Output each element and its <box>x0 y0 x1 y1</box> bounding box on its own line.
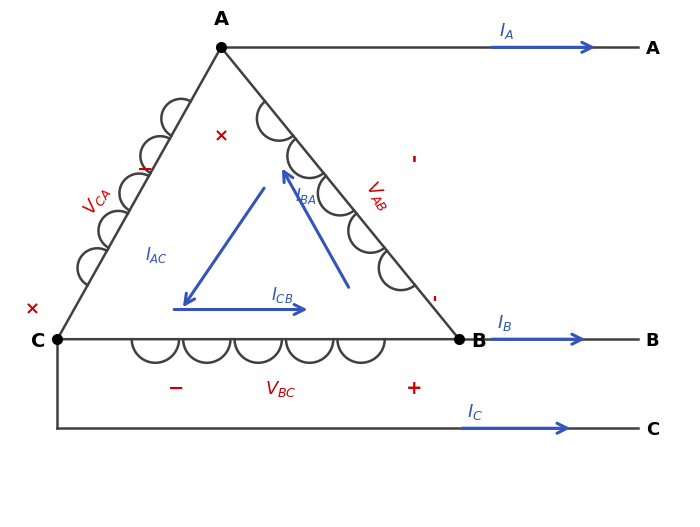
Text: $V_{AB}$: $V_{AB}$ <box>360 178 395 214</box>
Text: −: − <box>136 160 153 179</box>
Text: $I_{AC}$: $I_{AC}$ <box>145 245 168 265</box>
Text: $I_{BA}$: $I_{BA}$ <box>295 186 318 206</box>
Text: ×: × <box>25 300 40 318</box>
Text: C: C <box>31 331 46 350</box>
Text: C: C <box>645 421 659 439</box>
Text: B: B <box>471 331 486 350</box>
Text: $V_{BC}$: $V_{BC}$ <box>265 379 296 398</box>
Text: $I_{CB}$: $I_{CB}$ <box>271 285 293 305</box>
Text: −: − <box>168 379 185 398</box>
Text: +: + <box>406 379 423 398</box>
Text: ×: × <box>214 128 229 145</box>
Text: A: A <box>214 11 229 30</box>
Text: $I_C$: $I_C$ <box>467 403 483 423</box>
Text: B: B <box>645 332 659 350</box>
Text: $I_B$: $I_B$ <box>497 314 512 334</box>
Text: ': ' <box>431 295 438 314</box>
Text: ': ' <box>411 156 418 176</box>
Text: $V_{CA}$: $V_{CA}$ <box>80 182 114 219</box>
Text: A: A <box>645 40 659 58</box>
Text: $I_A$: $I_A$ <box>499 22 514 42</box>
